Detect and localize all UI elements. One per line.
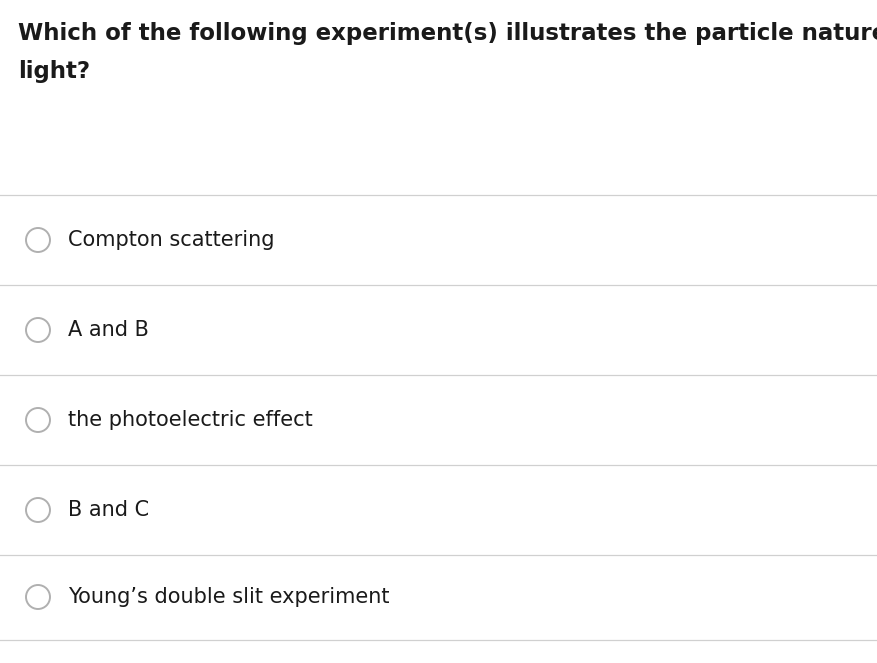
Text: B and C: B and C: [68, 500, 149, 520]
Text: light?: light?: [18, 60, 90, 83]
Text: Young’s double slit experiment: Young’s double slit experiment: [68, 587, 389, 607]
Text: A and B: A and B: [68, 320, 149, 340]
Text: Which of the following experiment(s) illustrates the particle nature of: Which of the following experiment(s) ill…: [18, 22, 877, 45]
Text: the photoelectric effect: the photoelectric effect: [68, 410, 313, 430]
Text: Compton scattering: Compton scattering: [68, 230, 275, 250]
